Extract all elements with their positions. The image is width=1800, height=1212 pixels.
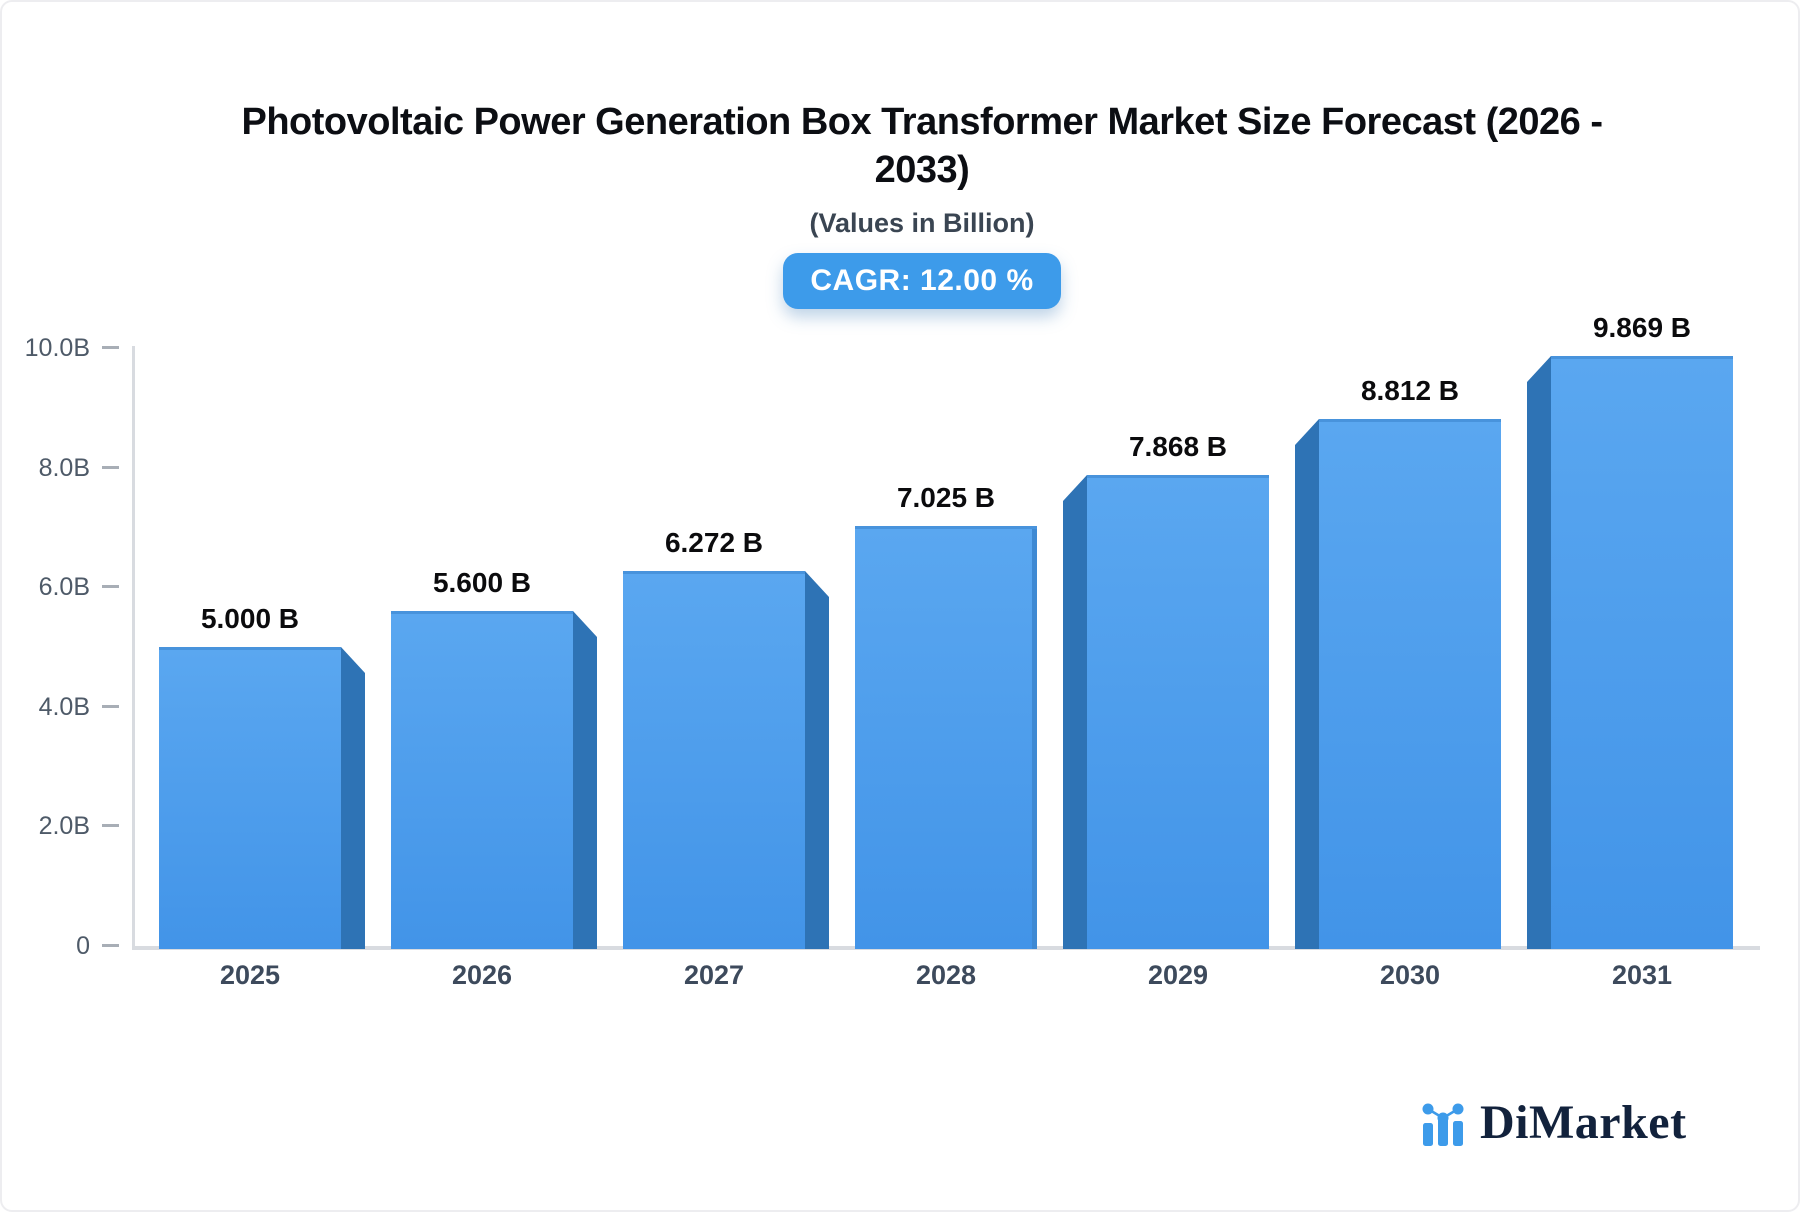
y-axis-tick xyxy=(102,824,119,828)
y-axis-tick-label: 6.0B xyxy=(38,573,90,602)
bar-3d-side xyxy=(1295,419,1319,949)
cagr-badge: CAGR: 12.00 % xyxy=(783,253,1061,309)
bar-3d-side xyxy=(573,611,597,949)
bar-face xyxy=(855,526,1037,949)
bar-3d-side xyxy=(341,647,365,949)
x-axis-label-2028: 2028 xyxy=(915,960,977,990)
y-axis-tick xyxy=(102,704,119,708)
dimarket-logo: DiMarket xyxy=(1422,1096,1687,1149)
y-axis-line xyxy=(132,346,135,946)
x-axis-label-2026: 2026 xyxy=(451,960,513,990)
bar-value-label: 6.272 B xyxy=(664,527,764,558)
y-axis-tick-label: 2.0B xyxy=(38,812,90,841)
bar-3d-side xyxy=(1527,356,1551,949)
brand-name: DiMarket xyxy=(1480,1096,1687,1149)
bar-face xyxy=(623,571,805,949)
bar-face xyxy=(159,647,341,949)
y-axis-tick xyxy=(102,944,119,947)
x-axis-label-2025: 2025 xyxy=(219,960,281,990)
x-axis-label-2027: 2027 xyxy=(683,960,745,990)
x-axis-label-2030: 2030 xyxy=(1379,960,1441,990)
x-axis-label-2031: 2031 xyxy=(1611,960,1673,990)
y-axis-tick xyxy=(102,346,119,349)
chart-subtitle: (Values in Billion) xyxy=(809,208,1035,238)
bar-3d-side xyxy=(1063,475,1087,949)
bar-value-label: 7.868 B xyxy=(1128,431,1228,462)
bar-value-label: 9.869 B xyxy=(1592,312,1692,343)
chart-header: Photovoltaic Power Generation Box Transf… xyxy=(112,98,1732,309)
x-axis-label-2029: 2029 xyxy=(1147,960,1209,990)
bar-face xyxy=(1551,356,1733,949)
bar-face xyxy=(391,611,573,949)
chart-title: Photovoltaic Power Generation Box Transf… xyxy=(112,98,1732,194)
bar-value-label: 5.600 B xyxy=(432,567,532,598)
bar-value-label: 8.812 B xyxy=(1360,375,1460,406)
bar-value-label: 7.025 B xyxy=(896,482,996,513)
chart-title-line2: 2033) xyxy=(874,149,970,191)
bar-face xyxy=(1319,419,1501,949)
bar-face xyxy=(1087,475,1269,949)
chart-title-line1: Photovoltaic Power Generation Box Transf… xyxy=(241,101,1603,143)
y-axis-tick-label: 4.0B xyxy=(38,692,90,721)
bar-3d-side xyxy=(805,571,829,949)
y-axis-tick xyxy=(102,585,119,589)
bar-chart-dots-icon xyxy=(1422,1103,1464,1146)
y-axis-tick xyxy=(102,465,119,469)
y-axis-tick-label: 0 xyxy=(76,932,90,960)
y-axis-tick-label: 8.0B xyxy=(38,453,90,482)
bar-right-edge xyxy=(1032,529,1037,949)
bar-value-label: 5.000 B xyxy=(200,603,300,634)
y-axis-tick-label: 10.0B xyxy=(24,334,90,362)
